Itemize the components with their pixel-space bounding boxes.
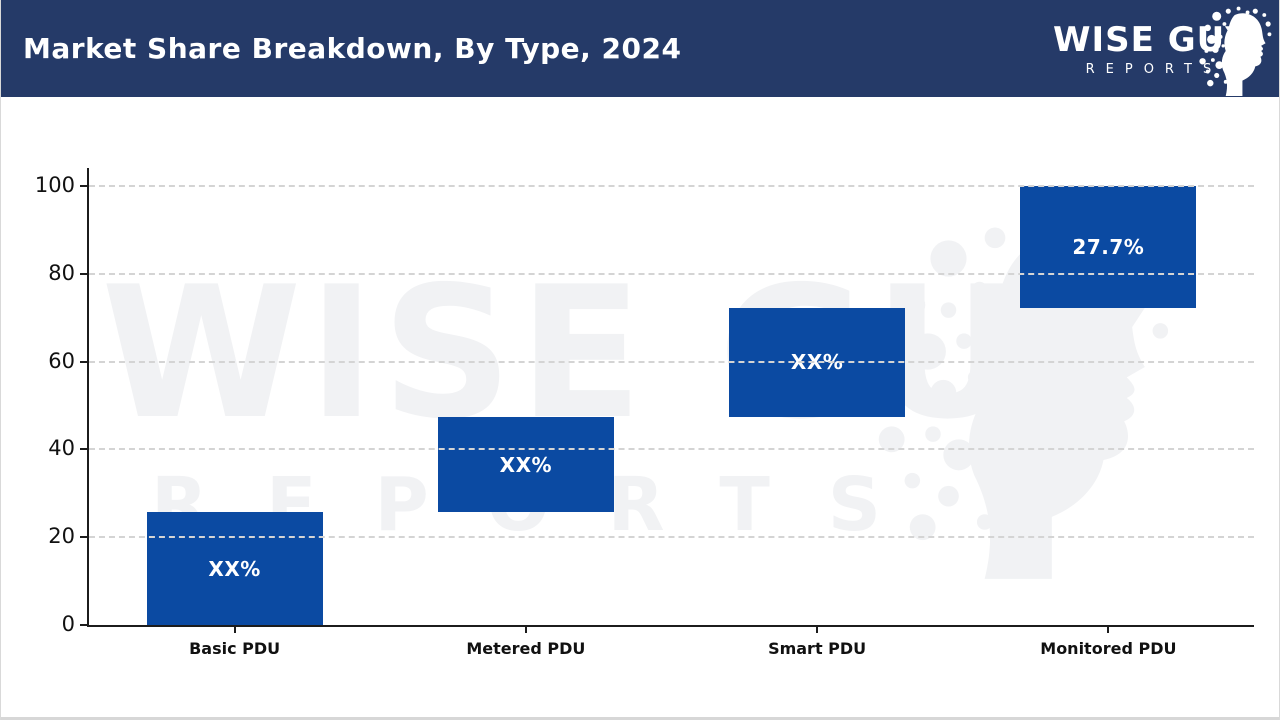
y-tick-100 [80, 185, 89, 187]
y-tick-20 [80, 536, 89, 539]
x-category-label: Basic PDU [189, 639, 281, 658]
x-tick-1 [524, 625, 527, 633]
y-tick-label-40: 40 [48, 436, 75, 461]
brand-head-icon [1197, 6, 1275, 96]
bar-value-label: XX% [208, 556, 261, 581]
x-tick-3 [1107, 625, 1110, 633]
gridline-y-40 [89, 448, 1254, 451]
gridline-y-60 [89, 360, 1254, 363]
bar-metered-pdu: XX% [437, 417, 614, 513]
brand-subtitle: REPORTS [1085, 62, 1223, 77]
brand-logo: WISE GUY REPORTS [1025, 4, 1275, 94]
x-category-label: Smart PDU [768, 639, 867, 658]
bar-value-label: XX% [499, 452, 553, 477]
y-tick-60 [80, 360, 89, 363]
y-tick-80 [80, 272, 89, 275]
header-banner: Market Share Breakdown, By Type, 2024 WI… [1, 0, 1279, 97]
gridline-y-80 [89, 272, 1254, 275]
y-tick-label-20: 20 [48, 524, 75, 549]
x-category-label: Metered PDU [466, 639, 586, 658]
y-tick-label-80: 80 [48, 260, 75, 285]
bar-value-label: 27.7% [1072, 234, 1145, 259]
chart-title: Market Share Breakdown, By Type, 2024 [23, 32, 682, 65]
x-axis-line [87, 625, 1254, 627]
y-tick-0 [80, 624, 89, 626]
bottom-border [1, 717, 1279, 720]
x-tick-0 [233, 625, 236, 633]
y-tick-label-60: 60 [48, 348, 75, 373]
gridline-y-100 [89, 185, 1254, 187]
y-axis-line [87, 168, 89, 627]
y-tick-40 [80, 448, 89, 451]
bar-monitored-pdu: 27.7% [1020, 186, 1197, 308]
x-tick-2 [816, 625, 819, 633]
x-category-label: Monitored PDU [1040, 639, 1177, 658]
brand-wordmark: WISE GUY [1053, 20, 1251, 60]
y-tick-label-100: 100 [34, 173, 75, 197]
bar-basic-pdu: XX% [146, 512, 323, 625]
y-tick-label-0: 0 [61, 612, 75, 636]
gridline-y-20 [89, 536, 1254, 539]
